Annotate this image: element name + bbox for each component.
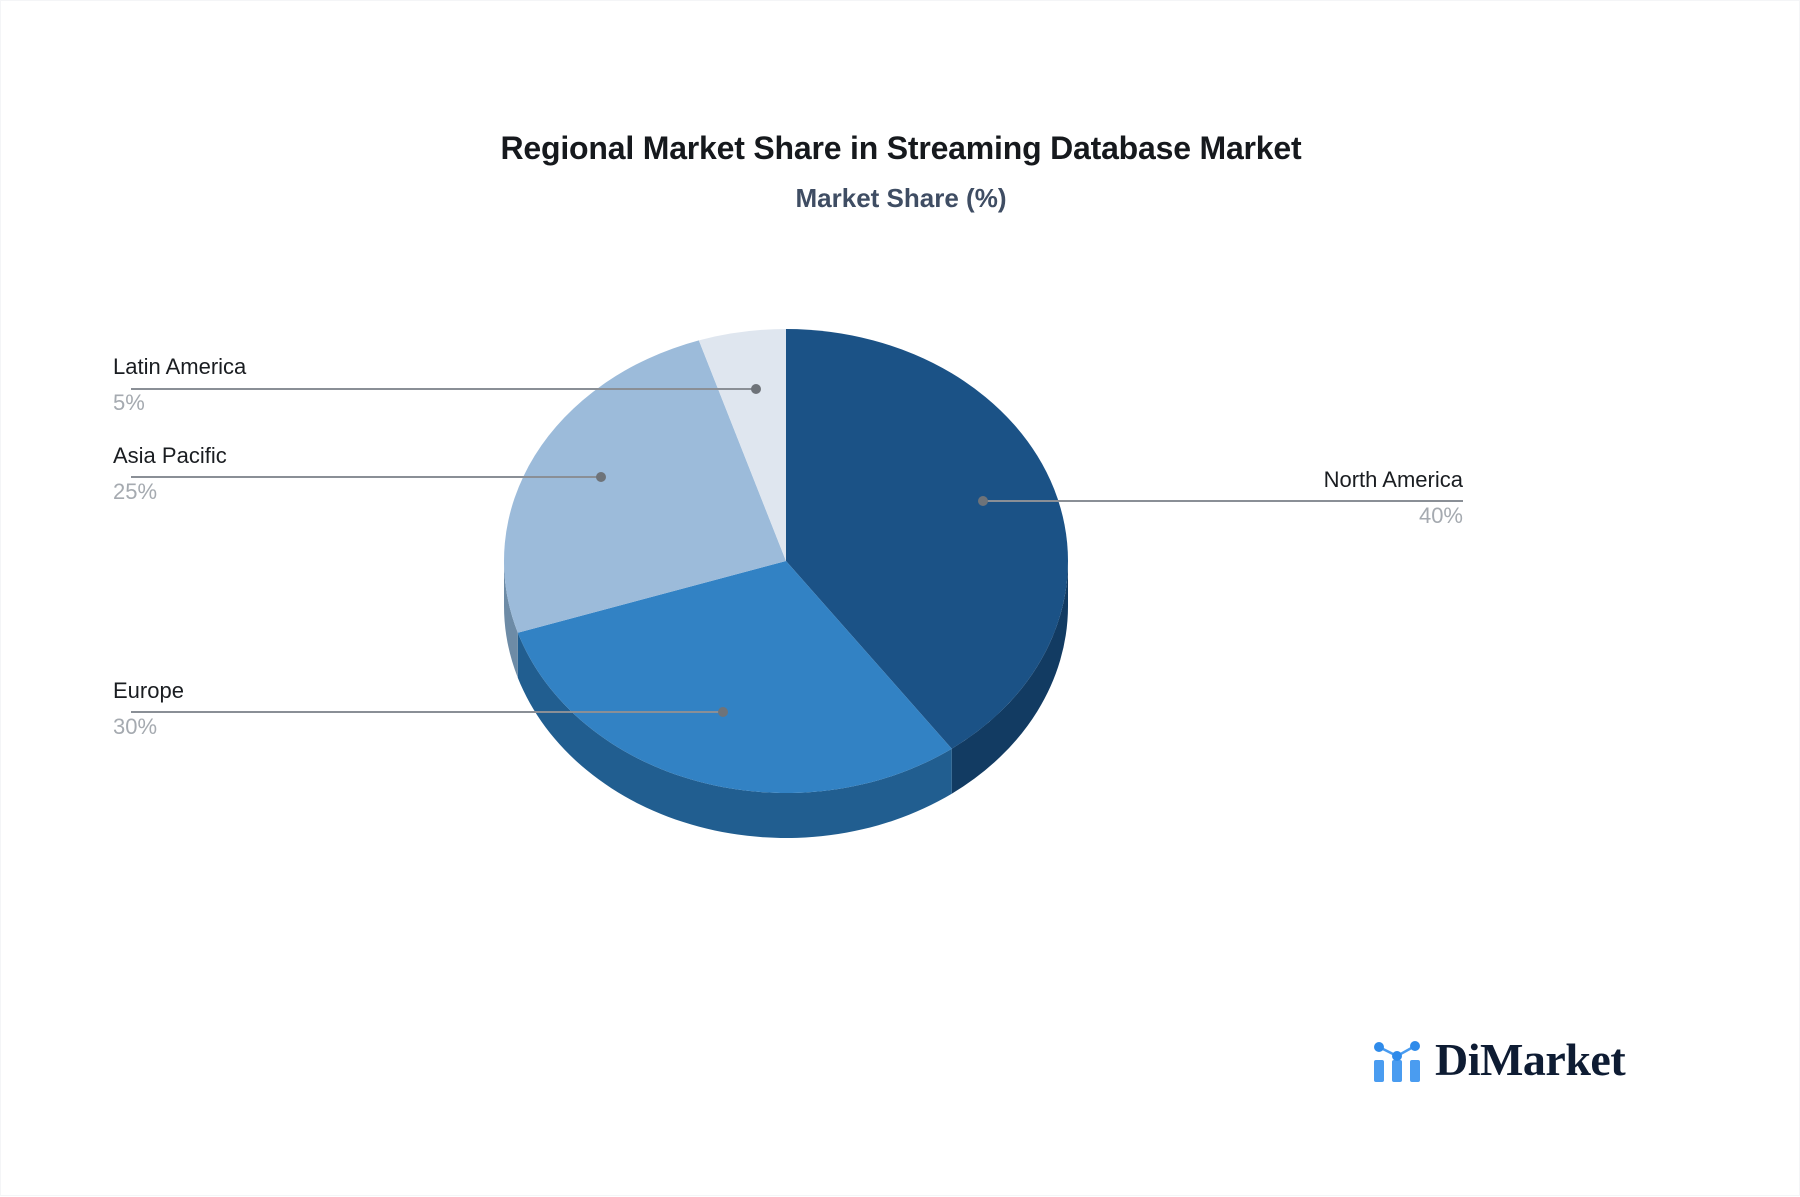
callout-value-europe: 30% [113, 713, 158, 739]
leader-lines [131, 388, 1463, 713]
leader-dots [596, 384, 988, 717]
callout-asia-pacific[interactable]: Asia Pacific 25% [113, 442, 227, 505]
pie-slice-europe[interactable] [517, 561, 952, 793]
pie-wall-asia-pacific [504, 561, 518, 678]
callout-value-asia-pacific: 25% [113, 478, 158, 504]
callout-value-latin-america: 5% [113, 389, 145, 415]
leader-dot-europe [718, 707, 728, 717]
callout-europe[interactable]: Europe 30% [113, 677, 184, 740]
brand-name: DiMarket [1435, 1034, 1626, 1085]
pie-slice-asia-pacific[interactable] [503, 340, 786, 633]
title-block: Regional Market Share in Streaming Datab… [1, 129, 1800, 215]
chart-title: Regional Market Share in Streaming Datab… [500, 130, 1302, 166]
pie-wall-europe [517, 632, 952, 839]
callout-label-asia-pacific: Asia Pacific [113, 443, 227, 468]
callout-value-north-america: 40% [1418, 502, 1463, 528]
pie-slice-latin-america[interactable] [698, 329, 786, 561]
bar-chart-icon [1374, 1041, 1420, 1082]
callout-latin-america[interactable]: Latin America 5% [113, 353, 246, 416]
callout-label-europe: Europe [113, 678, 184, 703]
leader-dot-asia-pacific [596, 472, 606, 482]
callout-north-america[interactable]: North America 40% [1063, 466, 1463, 529]
brand-logo: DiMarket [1371, 1034, 1626, 1085]
pie-wall-north-america [951, 561, 1068, 794]
chart-subtitle: Market Share (%) [795, 183, 1007, 214]
pie-depth-walls [504, 561, 1068, 839]
callout-label-north-america: North America [1323, 467, 1463, 492]
leader-dot-north-america [978, 496, 988, 506]
callout-label-latin-america: Latin America [113, 354, 247, 379]
pie-top-face [503, 329, 1068, 793]
leader-dot-latin-america [751, 384, 761, 394]
pie-slice-north-america[interactable] [786, 329, 1068, 749]
